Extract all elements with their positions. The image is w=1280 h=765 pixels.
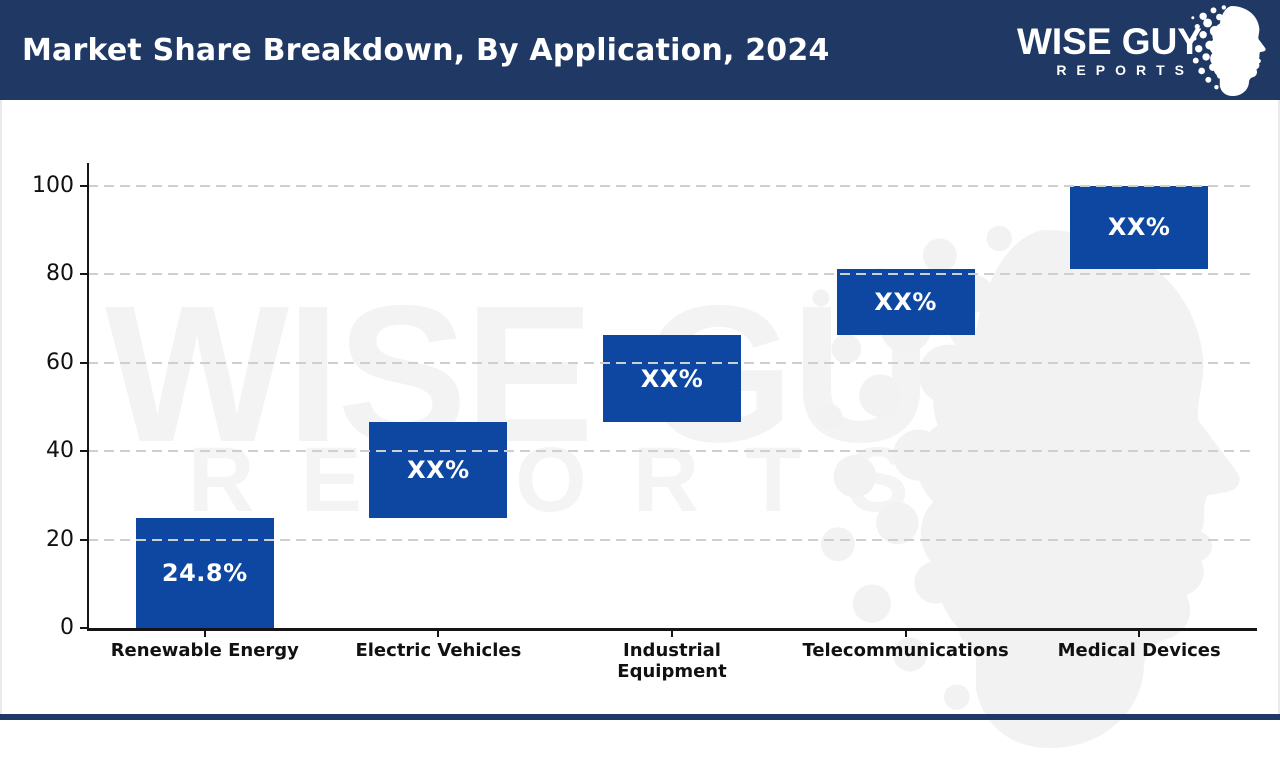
- y-tick-label-80: 80: [46, 261, 74, 287]
- bar-industrial-equipment: XX%: [603, 335, 741, 423]
- gridline-20: [88, 538, 1256, 541]
- y-tick-100: [80, 185, 87, 187]
- bar-medical-devices: XX%: [1070, 186, 1209, 269]
- x-category-label-renewable-energy: Renewable Energy: [110, 640, 299, 661]
- x-tick-renewable-energy: [203, 631, 206, 637]
- brand-logo: WISE GUY REPORTS: [1004, 0, 1274, 100]
- page-title: Market Share Breakdown, By Application, …: [22, 32, 830, 68]
- x-tick-electric-vehicles: [437, 631, 440, 637]
- bar-value-label-renewable-energy: 24.8%: [161, 559, 248, 588]
- bar-renewable-energy: 24.8%: [135, 518, 274, 628]
- y-tick-label-40: 40: [46, 438, 74, 464]
- y-tick-20: [80, 538, 87, 541]
- bar-value-label-industrial-equipment: XX%: [640, 364, 704, 393]
- y-tick-0: [80, 627, 87, 629]
- y-tick-60: [80, 361, 87, 364]
- brand-name: WISE GUY: [1016, 21, 1202, 62]
- brand-tagline: REPORTS: [1056, 62, 1194, 78]
- bar-electric-vehicles: XX%: [369, 422, 508, 519]
- x-axis-line: [87, 628, 1257, 631]
- y-tick-40: [80, 450, 87, 453]
- left-edge-border: [0, 100, 2, 714]
- bar-value-label-telecommunications: XX%: [874, 288, 937, 316]
- x-category-label-electric-vehicles: Electric Vehicles: [355, 640, 522, 661]
- watermark-tagline-text: REPORTS: [188, 429, 955, 531]
- y-tick-label-100: 100: [32, 173, 74, 198]
- gridline-100: [88, 185, 1256, 187]
- bar-telecommunications: XX%: [836, 268, 975, 336]
- x-tick-medical-devices: [1138, 631, 1141, 637]
- right-edge-border: [1278, 100, 1280, 714]
- y-tick-label-20: 20: [46, 526, 74, 552]
- bar-value-label-medical-devices: XX%: [1107, 213, 1171, 242]
- gridline-40: [88, 450, 1256, 453]
- x-tick-industrial-equipment: [671, 631, 673, 637]
- gridline-60: [88, 361, 1256, 364]
- y-tick-label-60: 60: [46, 349, 74, 375]
- x-tick-telecommunications: [904, 631, 907, 637]
- y-axis-line: [87, 163, 89, 631]
- wiseguy-face-icon: [1191, 5, 1266, 97]
- bar-value-label-electric-vehicles: XX%: [407, 456, 470, 485]
- y-tick-label-0: 0: [60, 615, 74, 640]
- x-category-label-medical-devices: Medical Devices: [1057, 640, 1221, 661]
- footer-bar: [0, 714, 1280, 720]
- y-tick-80: [80, 273, 87, 276]
- header-bar: Market Share Breakdown, By Application, …: [0, 0, 1280, 100]
- x-category-label-telecommunications: Telecommunications: [802, 640, 1009, 661]
- gridline-80: [88, 273, 1256, 276]
- plot-area: 0 20 40 60 80 100 24.8% XX% XX% XX% XX% Renewable E…: [0, 100, 1280, 720]
- x-category-label-industrial-equipment: Industrial Equipment: [617, 640, 727, 682]
